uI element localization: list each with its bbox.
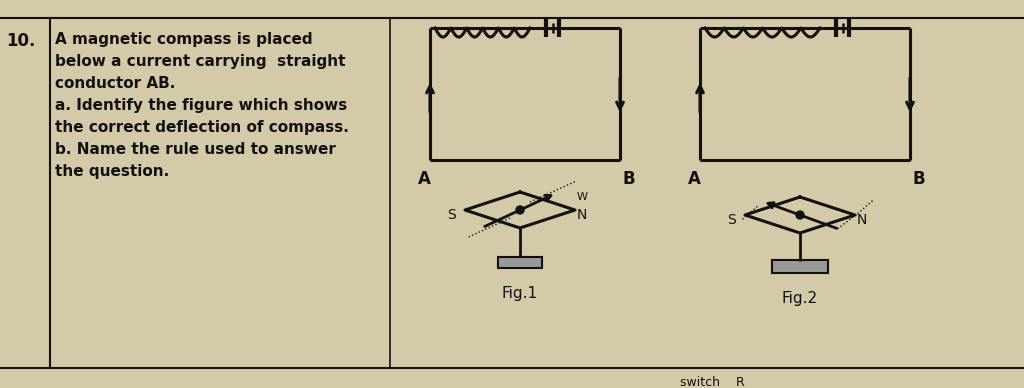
Text: A magnetic compass is placed: A magnetic compass is placed xyxy=(55,32,312,47)
Text: a. Identify the figure which shows: a. Identify the figure which shows xyxy=(55,98,347,113)
Text: 10.: 10. xyxy=(6,32,36,50)
Text: conductor AB.: conductor AB. xyxy=(55,76,175,91)
Text: W: W xyxy=(577,192,588,202)
Text: B: B xyxy=(913,170,926,188)
Circle shape xyxy=(516,206,524,214)
Circle shape xyxy=(796,211,804,219)
Text: N: N xyxy=(577,208,588,222)
Text: A: A xyxy=(418,170,431,188)
Text: A: A xyxy=(688,170,700,188)
Text: Fig.1: Fig.1 xyxy=(502,286,538,301)
Text: the correct deflection of compass.: the correct deflection of compass. xyxy=(55,120,349,135)
Text: S: S xyxy=(727,213,736,227)
Bar xyxy=(772,260,828,273)
Text: switch    R: switch R xyxy=(680,376,744,388)
Text: N: N xyxy=(857,213,867,227)
Text: b. Name the rule used to answer: b. Name the rule used to answer xyxy=(55,142,336,157)
Text: Fig.2: Fig.2 xyxy=(782,291,818,306)
Text: S: S xyxy=(447,208,456,222)
Text: B: B xyxy=(623,170,636,188)
Bar xyxy=(498,257,542,268)
Text: the question.: the question. xyxy=(55,164,169,179)
Text: below a current carrying  straight: below a current carrying straight xyxy=(55,54,345,69)
